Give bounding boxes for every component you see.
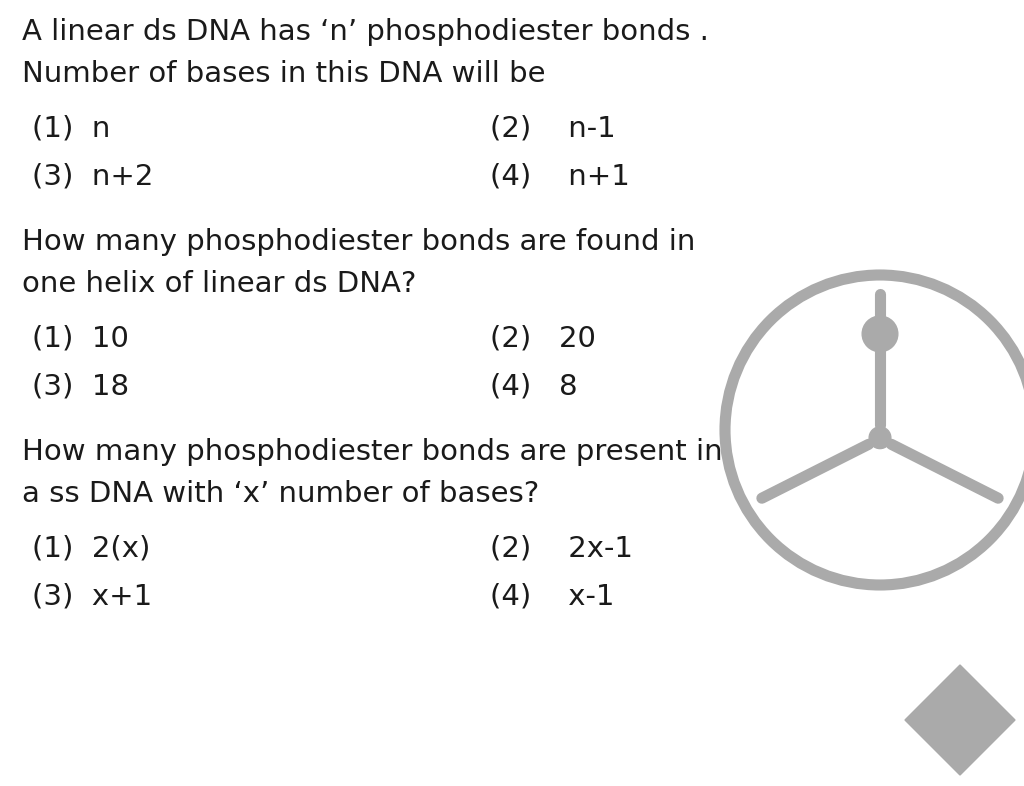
Text: (1)  2(x): (1) 2(x) — [32, 535, 151, 563]
Text: one helix of linear ds DNA?: one helix of linear ds DNA? — [22, 270, 417, 298]
Text: (4)    n+1: (4) n+1 — [490, 163, 630, 191]
Text: (3)  18: (3) 18 — [32, 373, 129, 401]
Circle shape — [862, 316, 898, 351]
Text: (4)    x-1: (4) x-1 — [490, 583, 614, 611]
Text: How many phosphodiester bonds are present in: How many phosphodiester bonds are presen… — [22, 438, 723, 466]
Text: (1)  n: (1) n — [32, 115, 111, 143]
Text: (2)   20: (2) 20 — [490, 325, 596, 353]
Text: (3)  x+1: (3) x+1 — [32, 583, 153, 611]
Circle shape — [869, 427, 891, 449]
Polygon shape — [905, 665, 1015, 775]
Text: How many phosphodiester bonds are found in: How many phosphodiester bonds are found … — [22, 228, 695, 256]
Text: (3)  n+2: (3) n+2 — [32, 163, 154, 191]
Text: Number of bases in this DNA will be: Number of bases in this DNA will be — [22, 60, 546, 88]
Text: (1)  10: (1) 10 — [32, 325, 129, 353]
Text: a ss DNA with ‘x’ number of bases?: a ss DNA with ‘x’ number of bases? — [22, 480, 540, 508]
Text: (4)   8: (4) 8 — [490, 373, 578, 401]
Text: A linear ds DNA has ‘n’ phosphodiester bonds .: A linear ds DNA has ‘n’ phosphodiester b… — [22, 18, 709, 46]
Text: (2)    n-1: (2) n-1 — [490, 115, 615, 143]
Text: (2)    2x-1: (2) 2x-1 — [490, 535, 633, 563]
